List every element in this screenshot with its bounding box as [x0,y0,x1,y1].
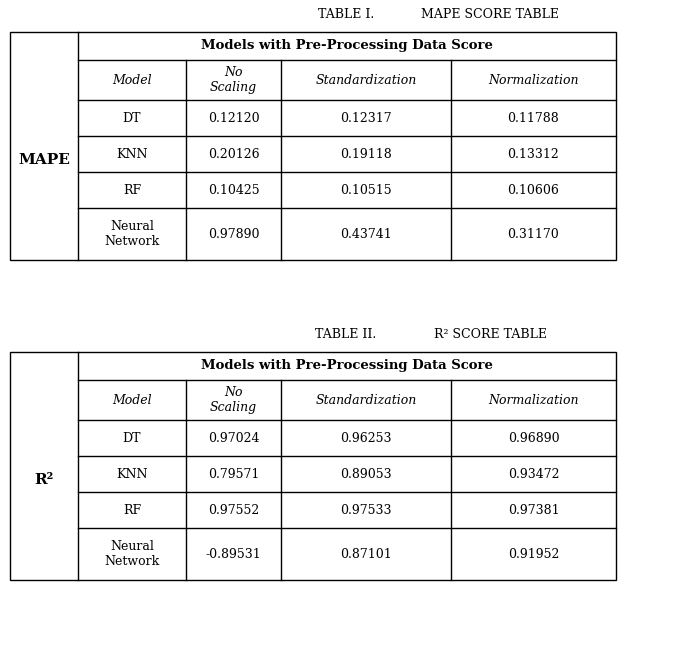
Text: 0.10425: 0.10425 [208,183,260,196]
Text: Standardization: Standardization [316,393,417,406]
Text: No
Scaling: No Scaling [210,386,257,414]
Text: R²: R² [35,473,53,487]
Bar [10,32,616,260]
Text: MAPE SCORE TABLE: MAPE SCORE TABLE [421,8,559,21]
Text: Neural
Network: Neural Network [104,220,160,248]
Text: 0.12317: 0.12317 [340,112,392,125]
Text: Models with Pre-Processing Data Score: Models with Pre-Processing Data Score [201,40,493,53]
Text: 0.13312: 0.13312 [508,148,559,161]
Text: Normalization: Normalization [489,393,579,406]
Text: 0.43741: 0.43741 [340,227,392,240]
Text: 0.96253: 0.96253 [340,432,392,445]
Text: 0.20126: 0.20126 [208,148,260,161]
Text: 0.97533: 0.97533 [340,504,392,517]
Text: 0.87101: 0.87101 [340,547,392,560]
Text: 0.11788: 0.11788 [508,112,559,125]
Text: 0.31170: 0.31170 [508,227,559,240]
Text: 0.10515: 0.10515 [340,183,392,196]
Text: RF: RF [123,504,141,517]
Text: Model: Model [112,73,152,86]
Bar [10,352,616,580]
Text: 0.97381: 0.97381 [508,504,559,517]
Text: 0.12120: 0.12120 [208,112,260,125]
Text: No
Scaling: No Scaling [210,66,257,94]
Text: DT: DT [122,112,141,125]
Text: -0.89531: -0.89531 [206,547,262,560]
Text: 0.96890: 0.96890 [508,432,559,445]
Text: 0.89053: 0.89053 [340,467,392,480]
Text: KNN: KNN [116,467,148,480]
Text: Models with Pre-Processing Data Score: Models with Pre-Processing Data Score [201,359,493,372]
Text: R² SCORE TABLE: R² SCORE TABLE [433,328,547,341]
Text: RF: RF [123,183,141,196]
Text: Standardization: Standardization [316,73,417,86]
Text: 0.91952: 0.91952 [508,547,559,560]
Text: 0.97552: 0.97552 [208,504,259,517]
Text: 0.97024: 0.97024 [208,432,260,445]
Text: 0.97890: 0.97890 [208,227,260,240]
Text: Model: Model [112,393,152,406]
Text: Normalization: Normalization [489,73,579,86]
Text: TABLE I.: TABLE I. [318,8,374,21]
Text: KNN: KNN [116,148,148,161]
Text: 0.19118: 0.19118 [340,148,392,161]
Text: DT: DT [122,432,141,445]
Text: 0.10606: 0.10606 [507,183,559,196]
Text: 0.93472: 0.93472 [508,467,559,480]
Text: Neural
Network: Neural Network [104,540,160,568]
Text: TABLE II.: TABLE II. [316,328,376,341]
Text: 0.79571: 0.79571 [208,467,260,480]
Text: MAPE: MAPE [18,153,70,167]
